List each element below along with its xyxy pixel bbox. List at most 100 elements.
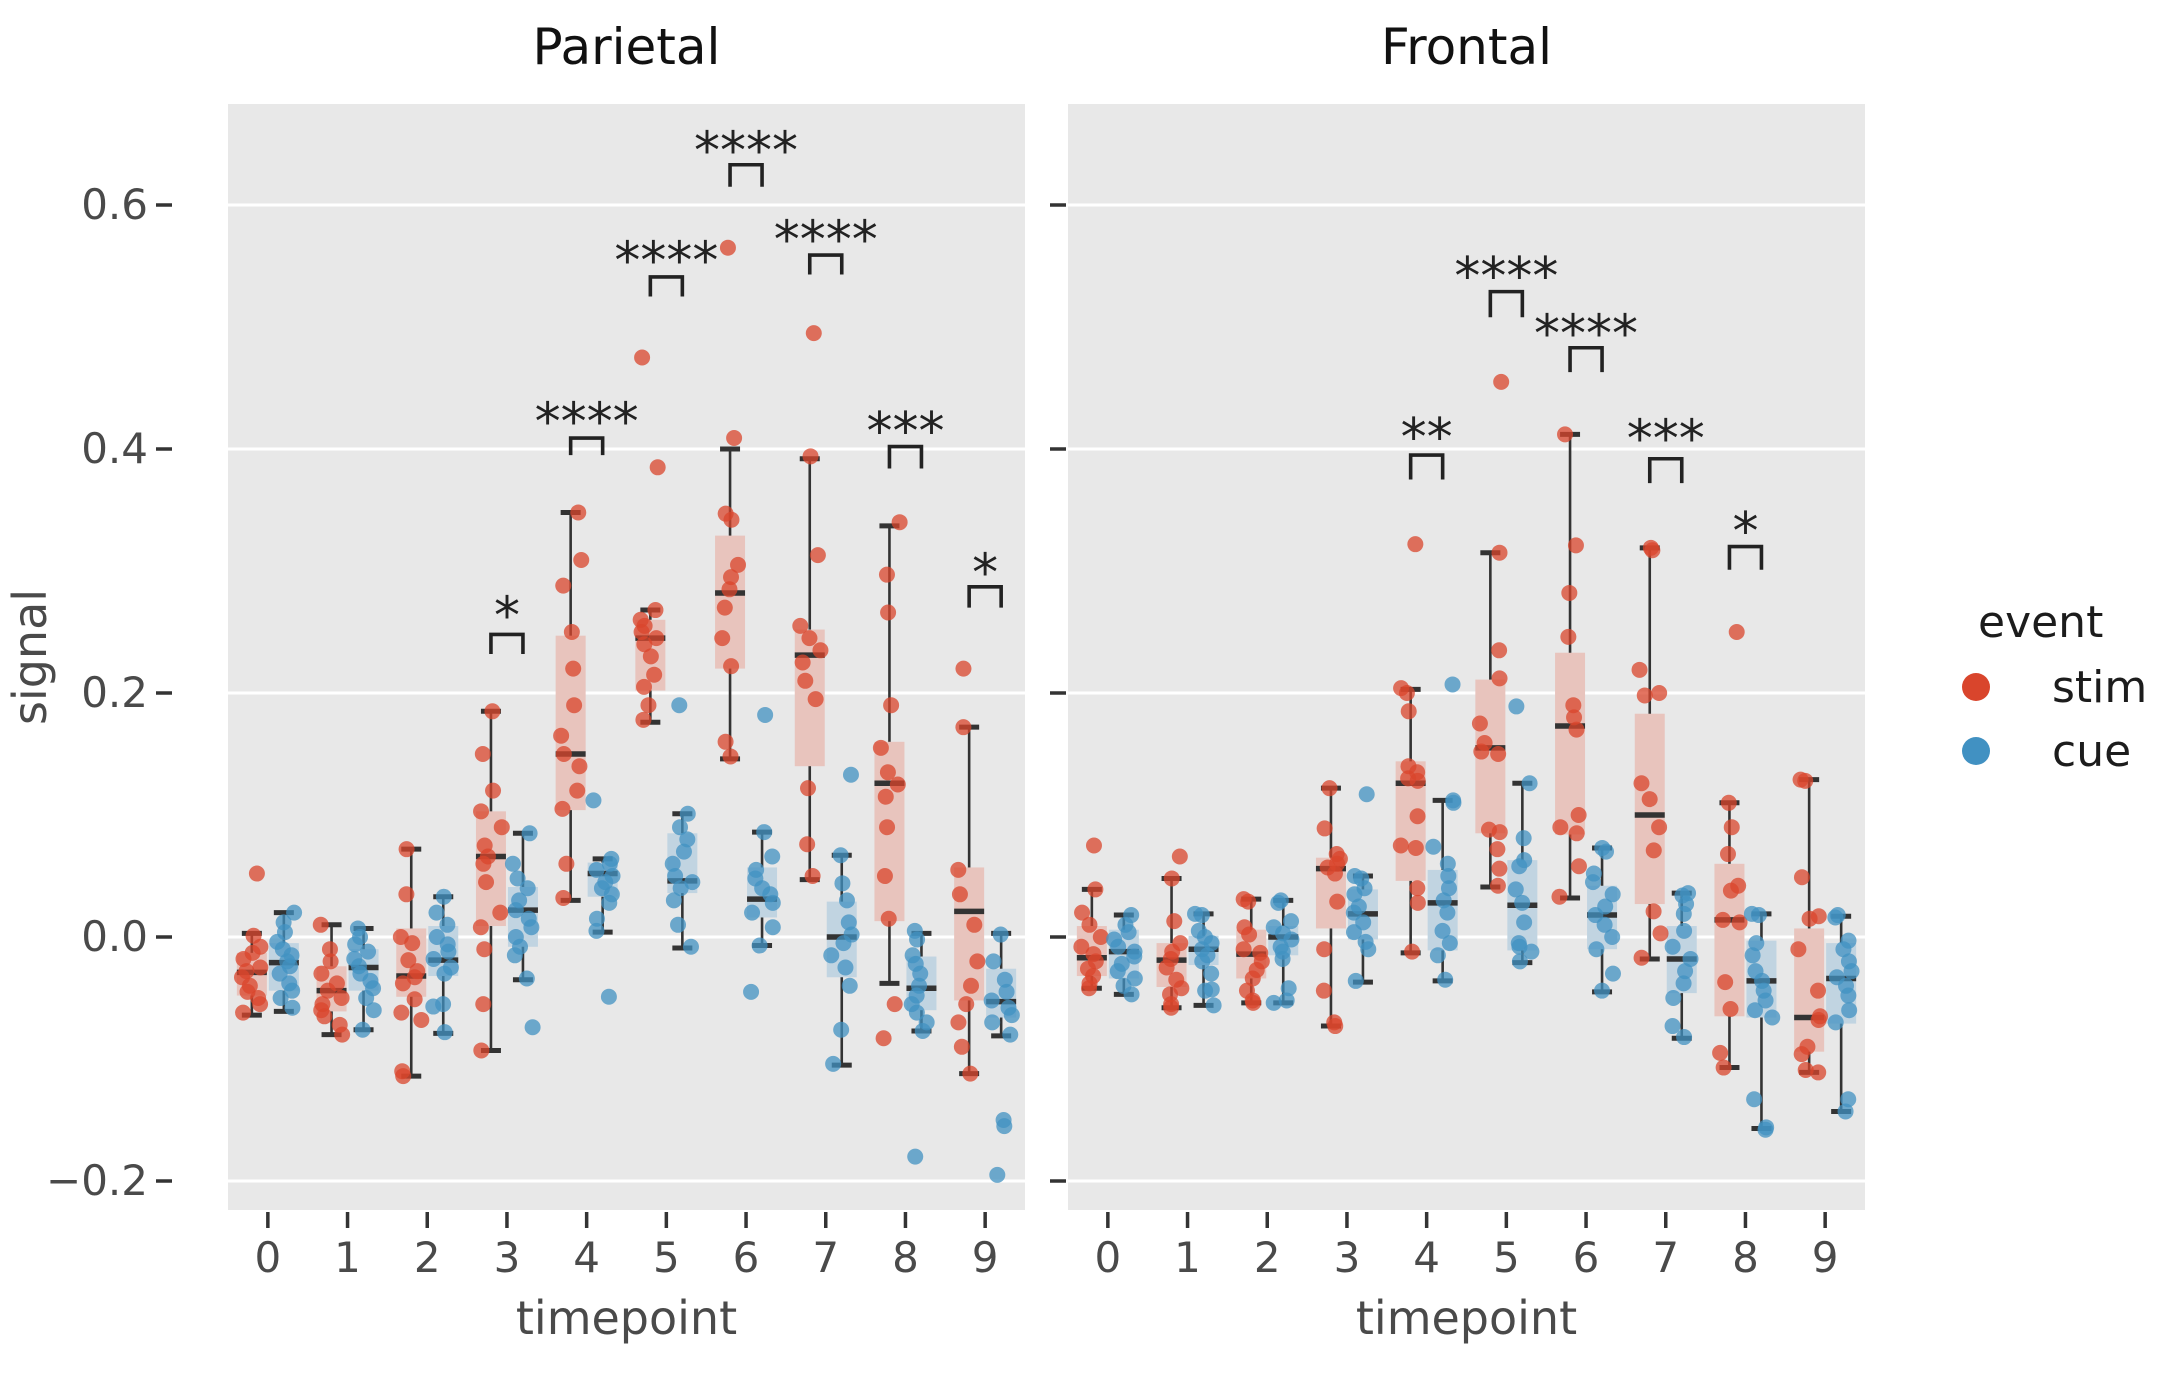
strip-point-stim <box>555 889 572 906</box>
strip-point-stim <box>1081 980 1098 997</box>
significance-bracket-t9 <box>967 585 1003 608</box>
strip-point-cue <box>756 824 773 841</box>
strip-point-cue <box>1360 941 1377 958</box>
panel-title-parietal: Parietal <box>533 18 721 76</box>
strip-point-cue <box>1439 855 1456 872</box>
strip-point-stim <box>1158 959 1175 976</box>
strip-point-cue <box>832 847 849 864</box>
strip-point-stim <box>1471 715 1488 732</box>
y-tick-label: 0.6 <box>81 180 148 229</box>
strip-point-stim <box>475 855 492 872</box>
strip-point-cue <box>1604 965 1621 982</box>
strip-point-stim <box>812 642 829 659</box>
x-tick-label: 4 <box>573 1233 600 1282</box>
strip-point-cue <box>440 943 457 960</box>
strip-point-cue <box>743 983 760 1000</box>
strip-point-stim <box>570 504 587 521</box>
strip-point-cue <box>1746 1002 1763 1019</box>
strip-point-cue <box>354 1021 371 1038</box>
strip-point-cue <box>665 892 682 909</box>
strip-point-cue <box>601 855 618 872</box>
strip-point-cue <box>1588 941 1605 958</box>
strip-point-cue <box>585 792 602 809</box>
strip-point-cue <box>909 931 926 948</box>
strip-point-stim <box>1557 426 1574 443</box>
strip-point-stim <box>1552 819 1569 836</box>
strip-point-cue <box>1437 971 1454 988</box>
strip-point-stim <box>393 1004 410 1021</box>
strip-point-stim <box>406 969 423 986</box>
strip-point-stim <box>799 836 816 853</box>
significance-bracket-t3 <box>489 632 525 654</box>
strip-point-cue <box>1664 938 1681 955</box>
strip-point-cue <box>1523 943 1540 960</box>
strip-point-stim <box>1092 929 1109 945</box>
strip-point-cue <box>1346 886 1363 903</box>
strip-point-cue <box>1664 1018 1681 1035</box>
strip-point-stim <box>877 788 894 805</box>
strip-point-stim <box>722 748 739 765</box>
strip-point-cue <box>1827 909 1844 926</box>
strip-point-cue <box>1835 941 1852 958</box>
strip-point-cue <box>992 926 1009 943</box>
strip-point-stim <box>1491 824 1508 841</box>
strip-point-stim <box>883 697 900 714</box>
strip-point-stim <box>252 996 269 1013</box>
strip-point-stim <box>1398 685 1415 701</box>
panel-background-frontal <box>1068 104 1865 1210</box>
strip-point-stim <box>1491 642 1508 659</box>
strip-point-cue <box>842 766 859 783</box>
strip-point-stim <box>646 666 663 683</box>
strip-point-stim <box>1568 721 1585 738</box>
strip-point-stim <box>1797 1061 1814 1078</box>
strip-point-cue <box>1764 1009 1781 1026</box>
strip-point-stim <box>1810 982 1827 999</box>
x-tick-label: 0 <box>1094 1233 1121 1282</box>
strip-point-cue <box>679 831 696 848</box>
significance-stars-t8: * <box>1732 502 1758 562</box>
strip-point-cue <box>1278 992 1295 1009</box>
strip-point-cue <box>1445 794 1462 811</box>
strip-point-cue <box>1274 950 1291 967</box>
x-tick-label: 9 <box>1812 1233 1839 1282</box>
strip-point-cue <box>1840 987 1857 1004</box>
strip-point-cue <box>1110 938 1127 955</box>
strip-point-stim <box>558 855 575 872</box>
strip-point-cue <box>271 965 288 982</box>
strip-point-stim <box>1409 772 1426 789</box>
strip-point-stim <box>719 239 736 256</box>
strip-point-cue <box>823 947 840 964</box>
significance-bracket-t4 <box>568 436 605 456</box>
strip-point-cue <box>1604 886 1621 903</box>
strip-point-cue <box>425 998 442 1015</box>
strip-point-cue <box>841 977 858 994</box>
strip-point-stim <box>1400 703 1417 720</box>
strip-point-cue <box>588 910 605 927</box>
strip-point-cue <box>1203 965 1220 982</box>
strip-point-stim <box>1631 661 1648 678</box>
strip-point-cue <box>1676 922 1693 939</box>
strip-point-stim <box>1404 943 1421 960</box>
strip-point-cue <box>1193 907 1210 924</box>
strip-point-cue <box>347 936 364 953</box>
strip-point-stim <box>955 719 972 736</box>
y-tick-label: 0.0 <box>81 912 148 961</box>
strip-point-stim <box>316 1008 333 1025</box>
strip-point-stim <box>554 800 571 817</box>
strip-point-stim <box>553 727 570 744</box>
strip-point-stim <box>1241 926 1258 943</box>
strip-point-cue <box>983 992 1000 1009</box>
strip-point-stim <box>951 886 968 903</box>
strip-point-cue <box>1676 1029 1693 1046</box>
strip-point-stim <box>1651 685 1668 701</box>
strip-point-stim <box>394 975 411 992</box>
strip-point-cue <box>985 953 1002 970</box>
strip-point-stim <box>473 1042 490 1059</box>
x-tick-label: 9 <box>972 1233 999 1282</box>
strip-point-cue <box>428 904 445 921</box>
strip-point-cue <box>1283 913 1300 930</box>
strip-point-stim <box>1245 994 1262 1011</box>
strip-point-stim <box>1316 820 1333 837</box>
strip-point-cue <box>1358 786 1375 803</box>
strip-point-stim <box>1491 860 1508 877</box>
